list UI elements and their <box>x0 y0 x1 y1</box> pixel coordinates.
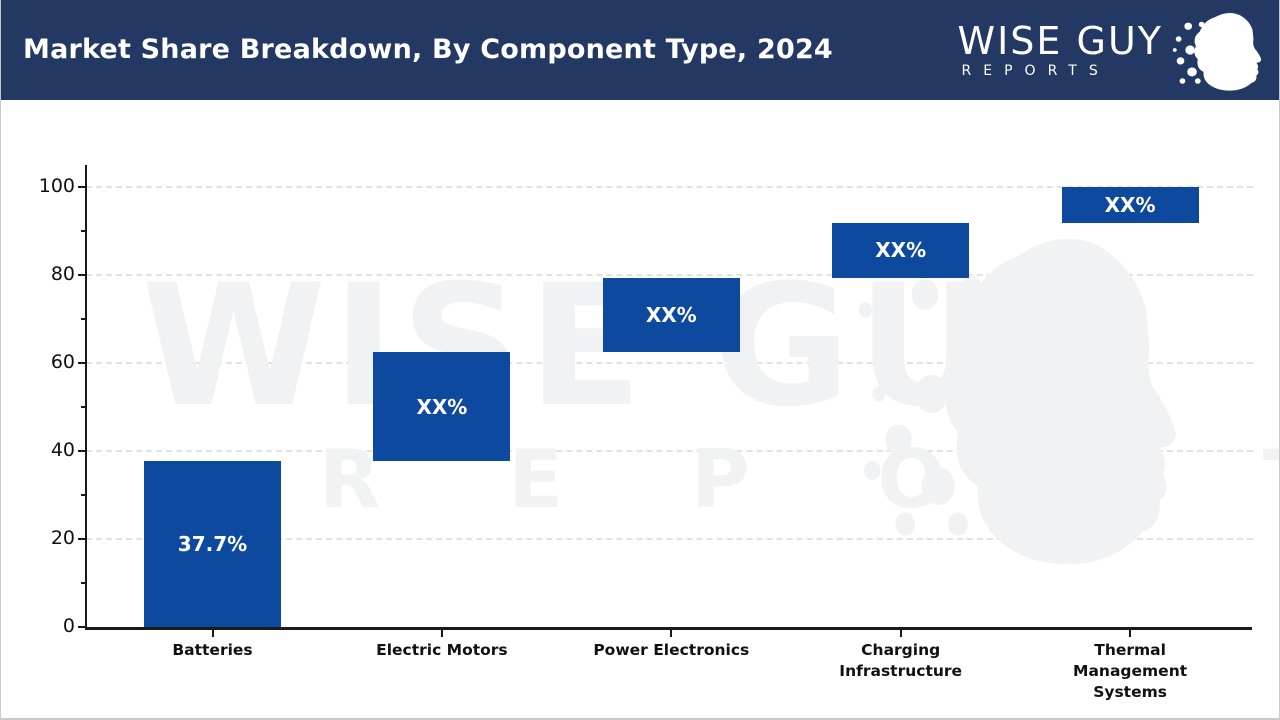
y-tick-label: 60 <box>50 351 75 373</box>
bar-value-label: XX% <box>1104 193 1156 218</box>
wise-guy-logo: WISE GUY REPORTS <box>958 8 1265 92</box>
bar-batteries: 37.7% <box>144 461 281 627</box>
gridline-20 <box>86 538 1253 540</box>
y-tick-mark <box>78 186 86 188</box>
y-tick-mark <box>78 538 86 540</box>
x-category-label: Electric Motors <box>376 641 508 659</box>
y-tick-label: 20 <box>50 527 75 549</box>
x-tick-mark <box>670 630 673 637</box>
y-tick-mark <box>78 274 86 276</box>
y-minor-tick-mark <box>81 406 86 408</box>
y-minor-tick-mark <box>81 582 86 584</box>
y-tick-label: 80 <box>50 263 75 285</box>
gridline-100 <box>86 186 1253 188</box>
bar-electric-motors: XX% <box>373 352 511 462</box>
bar-value-label: XX% <box>875 238 927 263</box>
y-tick-label: 100 <box>38 175 75 197</box>
y-minor-tick-mark <box>81 230 86 232</box>
x-tick-mark <box>440 630 443 637</box>
x-axis-spine <box>85 627 1252 630</box>
gridline-40 <box>86 450 1253 452</box>
bar-value-label: XX% <box>416 394 468 419</box>
x-category-label: Power Electronics <box>593 641 750 659</box>
x-category-label: Batteries <box>172 641 253 659</box>
y-tick-mark <box>78 450 86 452</box>
logo-text: WISE GUY REPORTS <box>957 18 1163 80</box>
bar-value-label: XX% <box>645 302 697 327</box>
page-title: Market Share Breakdown, By Component Typ… <box>23 34 833 65</box>
x-category-label: Thermal Management Systems <box>1073 641 1188 701</box>
bar-value-label: 37.7% <box>177 532 248 557</box>
y-axis-spine <box>85 165 87 630</box>
y-minor-tick-mark <box>81 494 86 496</box>
logo-subtitle: REPORTS <box>961 63 1110 80</box>
y-tick-mark <box>78 626 86 628</box>
bar-thermal-management-systems: XX% <box>1061 187 1199 224</box>
gridline-60 <box>86 362 1253 364</box>
x-tick-mark <box>899 630 902 637</box>
logo-wordmark: WISE GUY <box>957 18 1163 63</box>
logo-face-icon <box>1172 12 1262 91</box>
x-tick-mark <box>1129 630 1132 637</box>
bar-power-electronics: XX% <box>602 277 740 352</box>
header-bar: Market Share Breakdown, By Component Typ… <box>1 0 1279 100</box>
gridline-80 <box>86 274 1253 276</box>
bar-charging-infrastructure: XX% <box>832 223 970 278</box>
x-category-label: Charging Infrastructure <box>839 641 963 680</box>
y-minor-tick-mark <box>81 318 86 320</box>
y-tick-mark <box>78 362 86 364</box>
x-tick-mark <box>211 630 214 637</box>
y-tick-label: 0 <box>62 615 75 637</box>
y-tick-label: 40 <box>50 439 75 461</box>
